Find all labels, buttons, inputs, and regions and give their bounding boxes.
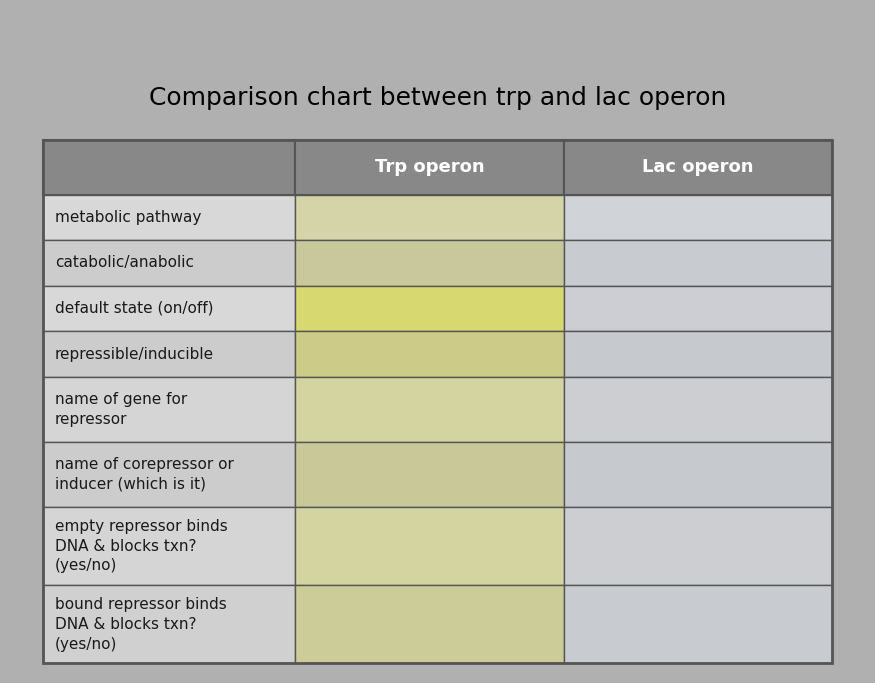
Bar — [564, 240, 832, 285]
Text: repressible/inducible: repressible/inducible — [55, 346, 214, 361]
Bar — [296, 141, 564, 195]
Text: Trp operon: Trp operon — [374, 158, 485, 176]
Bar — [564, 331, 832, 377]
Bar — [296, 377, 564, 442]
Bar — [43, 331, 296, 377]
Bar — [43, 285, 296, 331]
Bar — [296, 240, 564, 285]
Bar — [43, 195, 296, 240]
Bar — [564, 442, 832, 507]
Bar — [43, 377, 296, 442]
Bar — [296, 507, 564, 585]
Text: name of gene for
repressor: name of gene for repressor — [55, 392, 187, 427]
Bar — [43, 240, 296, 285]
Bar — [296, 195, 564, 240]
Bar — [296, 442, 564, 507]
Text: default state (on/off): default state (on/off) — [55, 301, 214, 316]
Text: empty repressor binds
DNA & blocks txn?
(yes/no): empty repressor binds DNA & blocks txn? … — [55, 519, 228, 574]
Bar — [296, 585, 564, 663]
Bar — [564, 507, 832, 585]
Text: Lac operon: Lac operon — [642, 158, 754, 176]
Text: name of corepressor or
inducer (which is it): name of corepressor or inducer (which is… — [55, 457, 234, 492]
Bar — [43, 442, 296, 507]
Bar — [43, 585, 296, 663]
Text: Comparison chart between trp and lac operon: Comparison chart between trp and lac ope… — [149, 86, 726, 111]
Bar — [564, 141, 832, 195]
Bar — [564, 285, 832, 331]
Text: bound repressor binds
DNA & blocks txn?
(yes/no): bound repressor binds DNA & blocks txn? … — [55, 597, 227, 652]
Bar — [296, 331, 564, 377]
Bar — [564, 377, 832, 442]
Bar — [564, 195, 832, 240]
Bar — [296, 285, 564, 331]
Text: catabolic/anabolic: catabolic/anabolic — [55, 255, 194, 270]
Text: metabolic pathway: metabolic pathway — [55, 210, 201, 225]
Bar — [564, 585, 832, 663]
Bar — [43, 141, 832, 663]
Bar — [43, 507, 296, 585]
Bar — [43, 141, 296, 195]
